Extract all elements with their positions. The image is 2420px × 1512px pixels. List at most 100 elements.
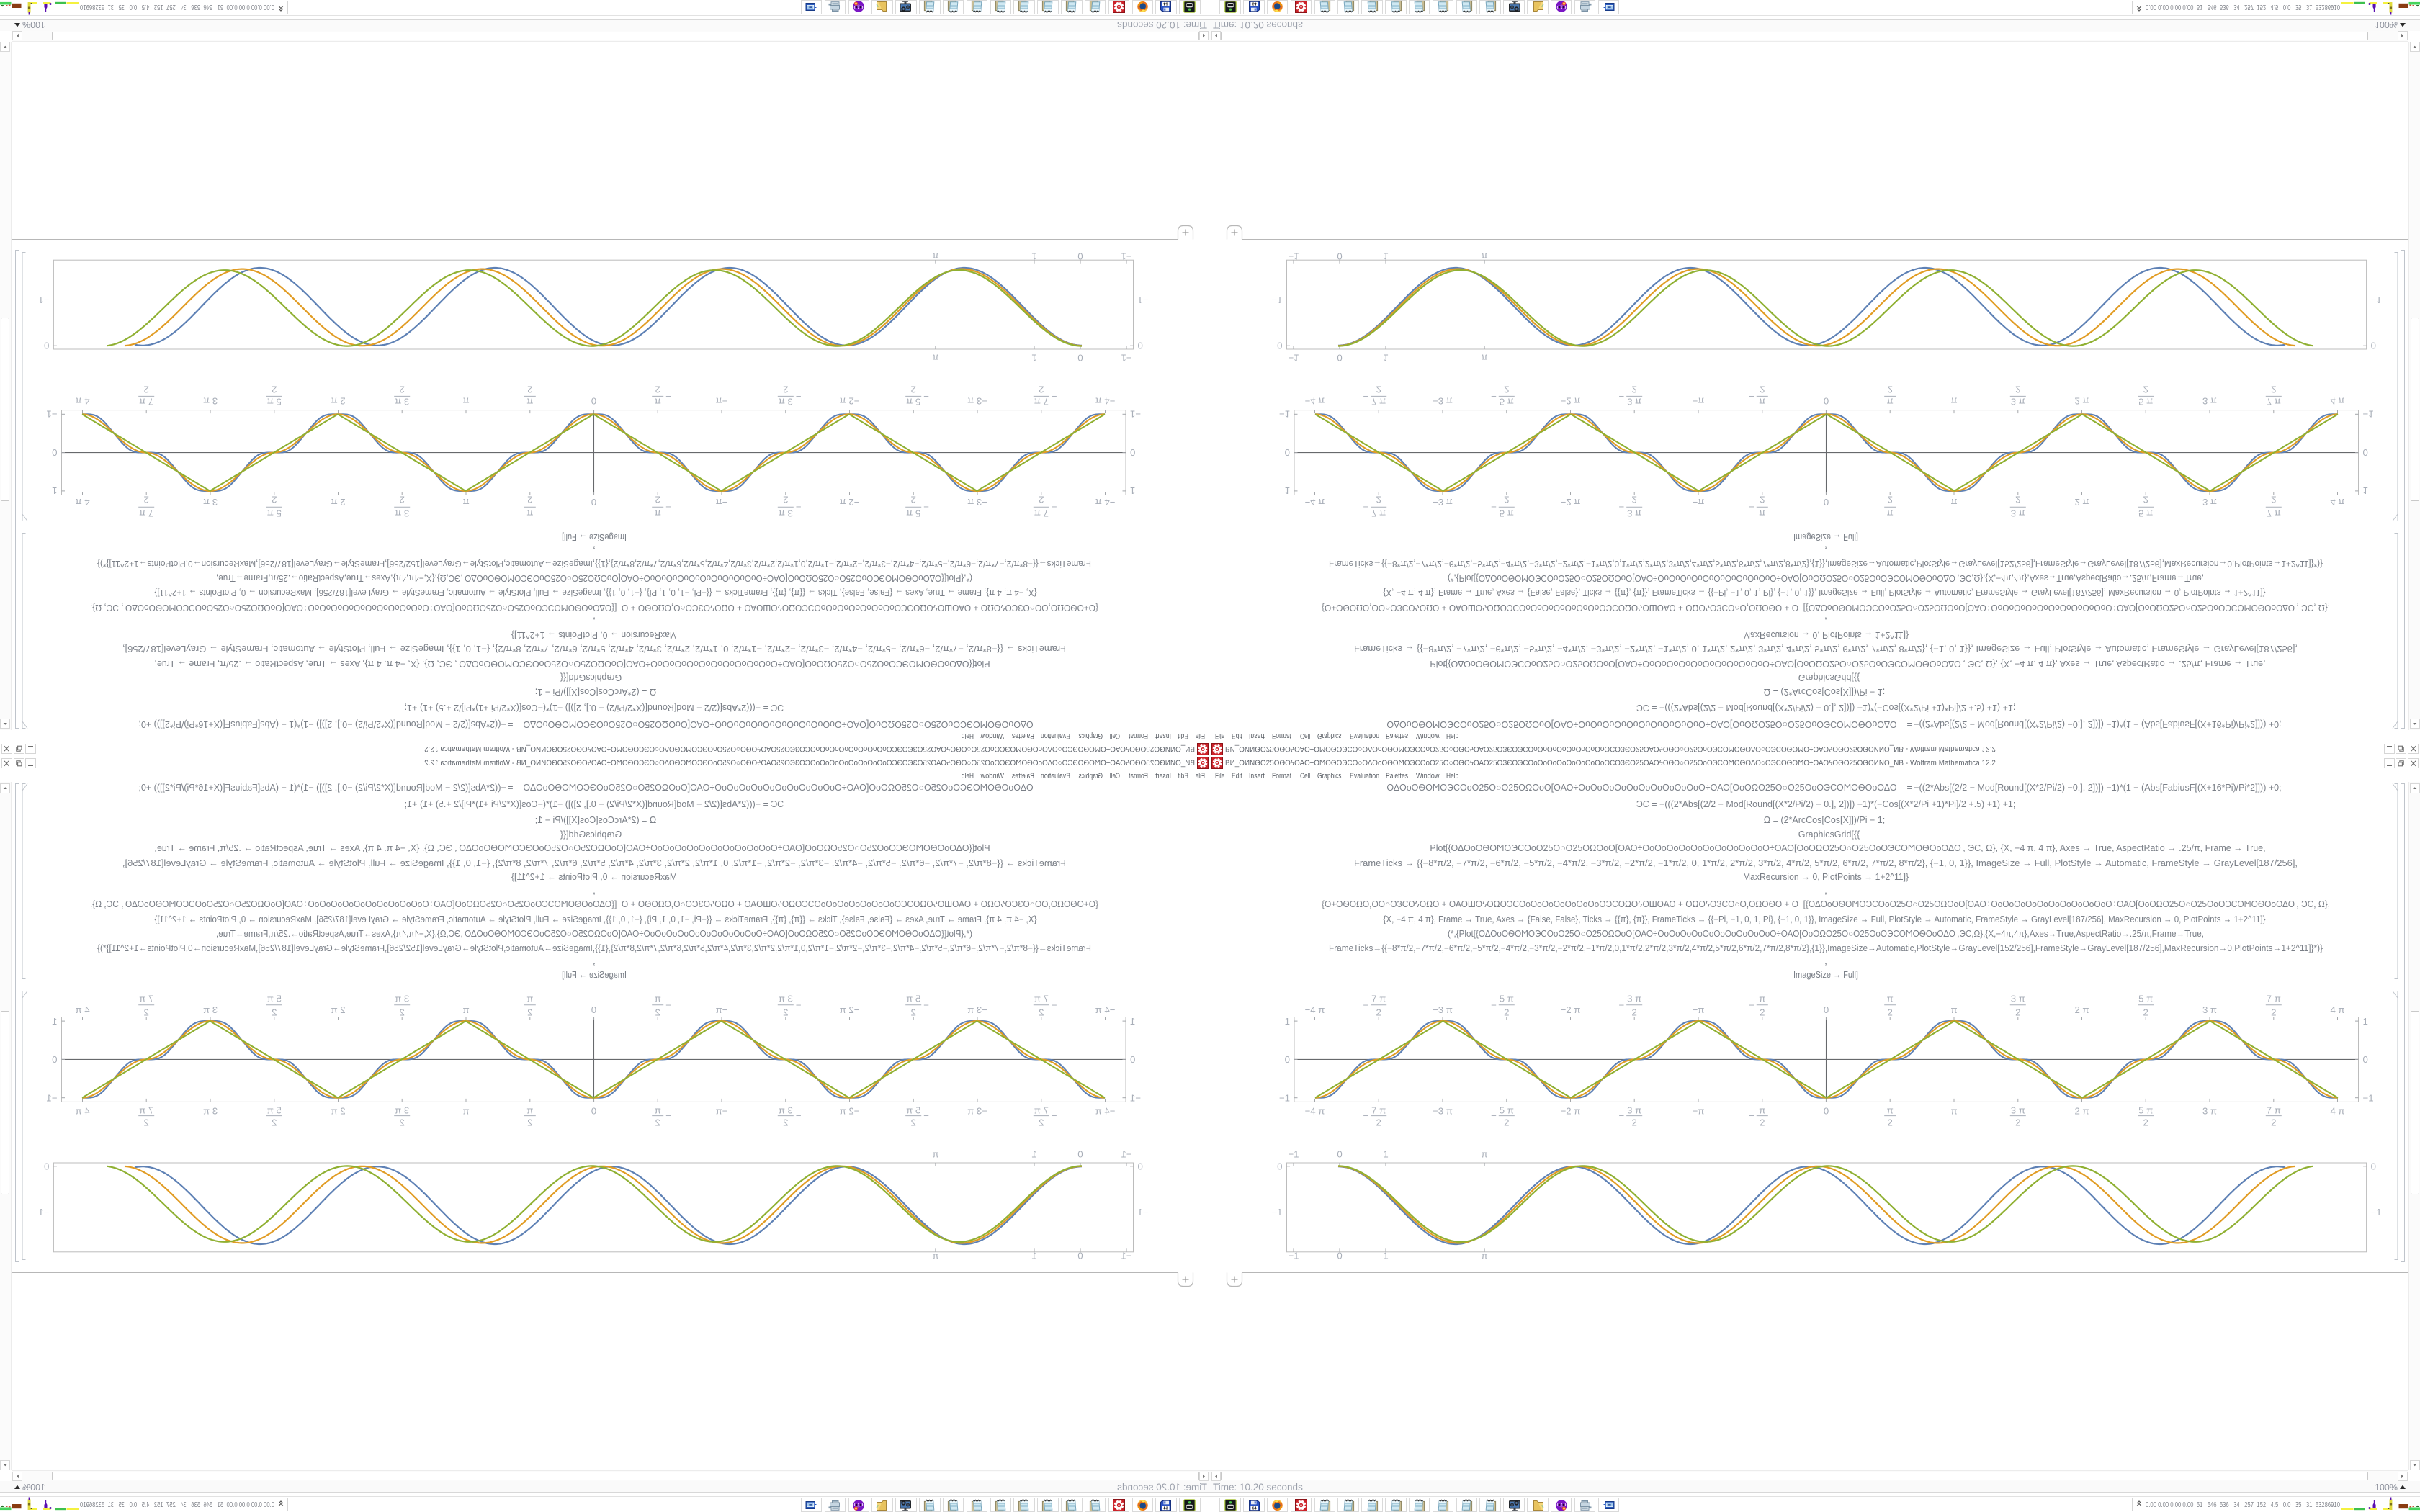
svg-text:2: 2: [1888, 1007, 1893, 1018]
svg-text:−3 π: −3 π: [967, 1106, 987, 1117]
svg-text:2: 2: [2271, 1007, 2276, 1018]
svg-text:2: 2: [1504, 1117, 1509, 1128]
svg-text:−1: −1: [1121, 1149, 1131, 1160]
svg-text:2: 2: [144, 1007, 149, 1018]
svg-text:2: 2: [1376, 384, 1381, 395]
svg-text:0: 0: [1824, 1106, 1829, 1117]
svg-text:−4 π: −4 π: [1305, 1004, 1325, 1015]
svg-text:−1: −1: [1279, 409, 1290, 420]
svg-text:0: 0: [1337, 251, 1342, 262]
svg-text:2: 2: [655, 495, 660, 505]
svg-text:1: 1: [1383, 251, 1388, 262]
svg-text:0: 0: [44, 1161, 49, 1172]
svg-text:4 π: 4 π: [75, 1004, 89, 1015]
svg-text:−: −: [1749, 391, 1754, 402]
svg-text:−: −: [1363, 391, 1368, 402]
svg-text:0: 0: [52, 447, 57, 458]
svg-text:−1: −1: [1288, 1149, 1299, 1160]
svg-text:−4 π: −4 π: [1305, 396, 1325, 407]
svg-text:−1: −1: [1279, 1092, 1290, 1103]
svg-text:2 π: 2 π: [2074, 396, 2089, 407]
svg-text:0: 0: [2371, 341, 2376, 351]
svg-text:−π: −π: [1693, 1004, 1705, 1015]
svg-text:3 π: 3 π: [779, 397, 793, 408]
svg-text:π: π: [1482, 353, 1488, 364]
svg-text:−1: −1: [1130, 1092, 1141, 1103]
svg-text:−: −: [1363, 999, 1368, 1010]
svg-text:2: 2: [783, 1007, 788, 1018]
svg-text:−2 π: −2 π: [840, 1106, 860, 1117]
svg-text:3 π: 3 π: [2202, 1106, 2217, 1117]
svg-text:3 π: 3 π: [395, 397, 409, 408]
svg-text:−1: −1: [1138, 1207, 1149, 1218]
svg-text:π: π: [655, 397, 661, 408]
svg-text:−: −: [796, 502, 802, 513]
svg-text:3 π: 3 π: [395, 1105, 409, 1116]
svg-text:−3 π: −3 π: [1433, 396, 1453, 407]
svg-text:−: −: [923, 502, 929, 513]
svg-text:−: −: [1363, 1110, 1368, 1121]
svg-text:1: 1: [1031, 1149, 1036, 1160]
svg-text:1: 1: [1130, 485, 1135, 496]
svg-text:−: −: [1491, 999, 1497, 1010]
svg-text:−π: −π: [716, 1106, 728, 1117]
svg-text:π: π: [462, 497, 469, 508]
svg-text:0: 0: [1130, 1054, 1135, 1065]
svg-text:2: 2: [1632, 1007, 1637, 1018]
svg-text:2: 2: [1504, 1007, 1509, 1018]
svg-text:2: 2: [1632, 384, 1637, 395]
svg-text:−4 π: −4 π: [1095, 396, 1116, 407]
svg-text:−: −: [1618, 391, 1624, 402]
svg-text:2: 2: [527, 1117, 532, 1128]
svg-text:0: 0: [52, 1054, 57, 1065]
svg-text:−1: −1: [2363, 409, 2374, 420]
svg-text:0: 0: [1138, 341, 1143, 351]
svg-text:0: 0: [1285, 447, 1290, 458]
svg-text:7 π: 7 π: [1371, 508, 1386, 519]
svg-text:0: 0: [591, 1004, 596, 1015]
svg-text:2: 2: [2015, 1007, 2020, 1018]
svg-text:−4 π: −4 π: [1095, 1106, 1116, 1117]
svg-text:1: 1: [1130, 1016, 1135, 1027]
svg-text:3 π: 3 π: [203, 497, 218, 508]
svg-text:2 π: 2 π: [331, 1106, 345, 1117]
svg-text:−: −: [666, 1110, 671, 1121]
svg-text:π: π: [1887, 508, 1894, 519]
svg-text:7 π: 7 π: [1371, 1105, 1386, 1116]
svg-text:−4 π: −4 π: [1095, 1004, 1116, 1015]
svg-text:−2 π: −2 π: [840, 396, 860, 407]
svg-text:2: 2: [1760, 1117, 1765, 1128]
svg-text:3 π: 3 π: [395, 994, 409, 1004]
svg-text:3 π: 3 π: [2011, 994, 2025, 1004]
svg-text:−: −: [1052, 391, 1057, 402]
svg-text:2: 2: [1504, 384, 1509, 395]
svg-text:2 π: 2 π: [331, 396, 345, 407]
svg-text:π: π: [1759, 508, 1765, 519]
svg-text:π: π: [526, 994, 533, 1004]
svg-text:1: 1: [52, 1016, 57, 1027]
svg-text:3 π: 3 π: [2202, 497, 2217, 508]
svg-text:−1: −1: [1288, 1251, 1299, 1261]
svg-text:2: 2: [1039, 1007, 1044, 1018]
svg-text:2: 2: [1376, 495, 1381, 505]
svg-text:1: 1: [1031, 353, 1036, 364]
svg-text:−3 π: −3 π: [1433, 1106, 1453, 1117]
svg-text:3 π: 3 π: [203, 396, 218, 407]
svg-text:0: 0: [2363, 1054, 2368, 1065]
svg-text:π: π: [462, 1004, 469, 1015]
svg-text:7 π: 7 π: [139, 508, 153, 519]
svg-text:7 π: 7 π: [1034, 397, 1049, 408]
svg-text:2: 2: [2015, 384, 2020, 395]
svg-text:2: 2: [1760, 1007, 1765, 1018]
svg-text:2: 2: [1504, 495, 1509, 505]
svg-text:π: π: [655, 508, 661, 519]
svg-text:2: 2: [400, 1007, 405, 1018]
svg-text:2: 2: [2271, 495, 2276, 505]
svg-text:−: −: [666, 999, 671, 1010]
svg-text:0: 0: [44, 341, 49, 351]
svg-text:−: −: [1618, 502, 1624, 513]
svg-text:3 π: 3 π: [1627, 508, 1641, 519]
svg-text:3 π: 3 π: [2011, 508, 2025, 519]
svg-text:π: π: [462, 1106, 469, 1117]
svg-text:−1: −1: [1121, 353, 1131, 364]
